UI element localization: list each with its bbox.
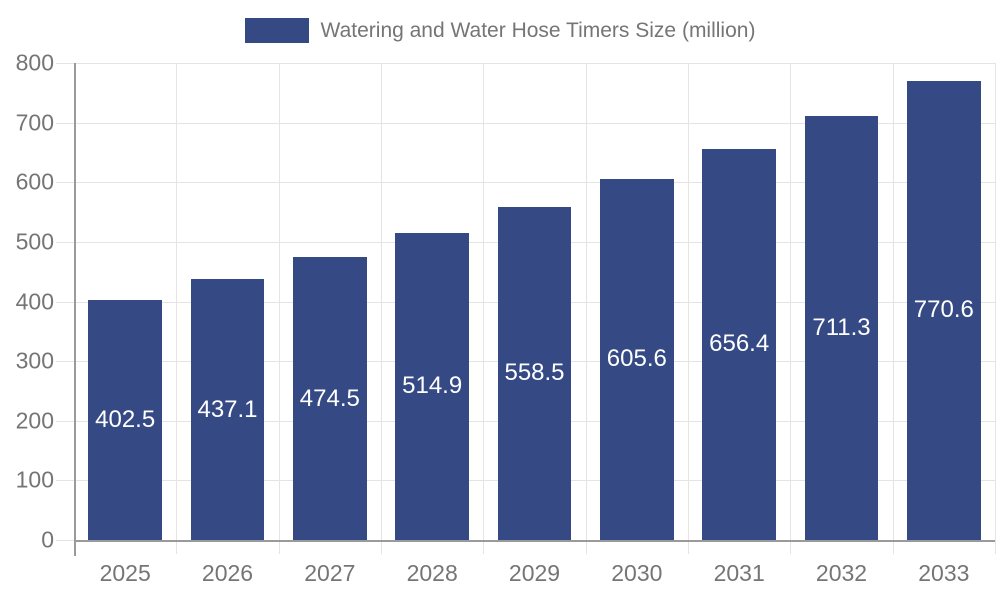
x-axis-tick-label: 2025: [99, 560, 151, 586]
bar-2033[interactable]: [906, 80, 981, 540]
bar-value-label: 605.6: [606, 345, 667, 373]
y-gridline: [56, 122, 995, 124]
bar-value-label: 711.3: [812, 313, 871, 341]
y-axis-tick-label: 500: [15, 228, 54, 255]
bar-2027[interactable]: [292, 257, 367, 540]
x-axis-tick-label: 2026: [201, 560, 254, 586]
bar-2026[interactable]: [190, 279, 265, 540]
x-gridline: [278, 63, 280, 554]
x-axis-tick-label: 2033: [918, 560, 970, 586]
bar-value-label: 474.5: [299, 384, 360, 412]
x-gridline: [995, 63, 996, 554]
x-gridline: [585, 63, 587, 554]
y-axis-line: [74, 63, 76, 556]
x-gridline: [790, 63, 792, 554]
bar-value-label: 656.4: [709, 330, 770, 358]
x-axis-tick-label: 2027: [304, 560, 356, 586]
bar-2029[interactable]: [497, 206, 572, 540]
x-gridline: [483, 63, 485, 554]
x-axis-tick-label: 2030: [611, 560, 663, 586]
bar-value-label: 402.5: [95, 406, 156, 433]
y-axis-tick-label: 800: [15, 49, 54, 76]
x-axis-tick-label: 2031: [713, 560, 765, 586]
y-gridline: [56, 63, 995, 64]
y-axis-tick-label: 0: [41, 526, 54, 553]
x-gridline: [892, 63, 894, 554]
y-axis-tick-label: 400: [15, 288, 54, 314]
y-axis-tick-label: 200: [15, 407, 54, 434]
bar-2032[interactable]: [804, 115, 879, 540]
x-gridline: [688, 63, 689, 554]
bar-2025[interactable]: [88, 300, 162, 540]
x-axis-line: [74, 540, 995, 542]
y-axis-tick-label: 700: [15, 109, 54, 136]
x-axis-tick-label: 2029: [508, 560, 561, 586]
legend-label: Watering and Water Hose Timers Size (mil…: [320, 18, 756, 42]
y-gridline: [56, 182, 995, 184]
y-axis-tick-label: 100: [15, 466, 54, 493]
x-gridline: [381, 63, 382, 554]
x-axis-tick-label: 2032: [815, 560, 868, 586]
x-axis-tick-label: 2028: [406, 560, 458, 586]
y-axis-tick-label: 600: [15, 168, 54, 195]
y-axis-tick-label: 300: [15, 347, 54, 374]
bar-2031[interactable]: [702, 148, 776, 540]
bar-value-label: 558.5: [504, 359, 565, 387]
x-gridline: [176, 63, 178, 554]
bar-2030[interactable]: [599, 178, 674, 540]
bar-value-label: 437.1: [197, 395, 258, 423]
bar-value-label: 770.6: [913, 296, 974, 324]
legend[interactable]: Watering and Water Hose Timers Size (mil…: [0, 18, 1000, 43]
bar-value-label: 514.9: [402, 372, 463, 400]
bar-2028[interactable]: [395, 232, 469, 540]
legend-swatch: [244, 18, 309, 43]
